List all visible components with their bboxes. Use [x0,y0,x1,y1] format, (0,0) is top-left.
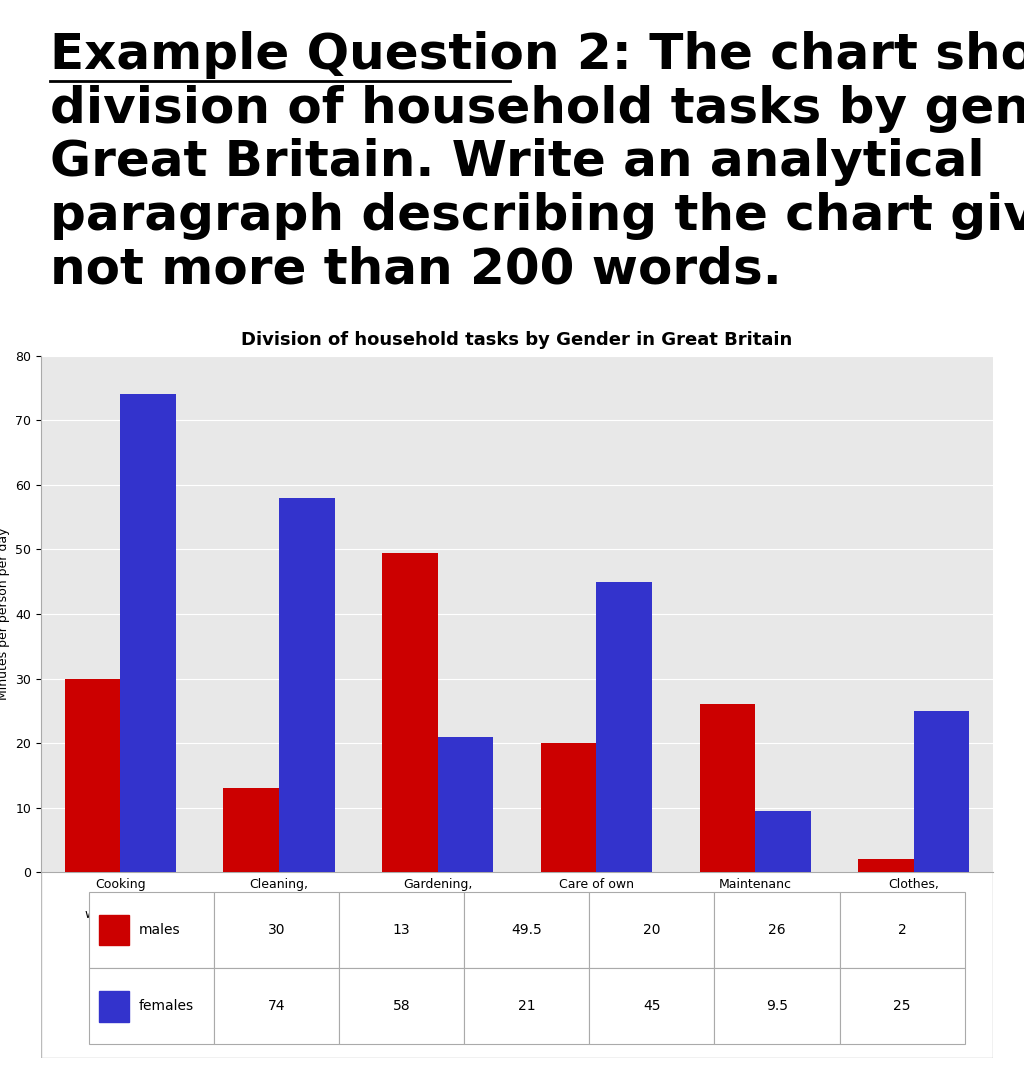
Title: Division of household tasks by Gender in Great Britain: Division of household tasks by Gender in… [242,330,793,348]
Text: males: males [139,923,181,938]
Bar [382,553,437,872]
Text: Example Question 2: The chart shows the
division of household tasks by gender in: Example Question 2: The chart shows the … [50,31,1024,294]
Text: females: females [139,1000,195,1013]
Bar [755,811,811,872]
Bar [121,394,176,872]
Bar [98,991,129,1022]
FancyBboxPatch shape [41,379,993,1058]
Bar [541,743,596,872]
Bar [223,788,279,872]
Y-axis label: Minutes per person per day: Minutes per person per day [0,528,9,700]
Bar [913,711,970,872]
Bar [98,915,129,945]
Bar [65,679,121,872]
Bar [437,737,494,872]
Bar [858,859,913,872]
Bar [279,498,335,872]
Bar [699,704,755,872]
Bar [596,582,652,872]
